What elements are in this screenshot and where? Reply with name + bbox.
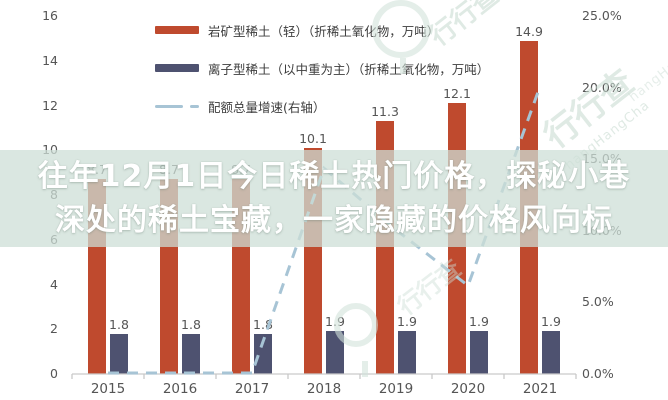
legend-swatch-rock-type <box>155 26 199 34</box>
legend-label-growth-rate: 配额总量增速(右轴） <box>208 99 326 115</box>
bar-value-rock-2021: 14.9 <box>515 23 543 39</box>
x-axis-label-2021: 2021 <box>522 381 558 397</box>
right-axis-tick-label: 5.0% <box>582 294 614 310</box>
legend-item-rock-type: 岩矿型稀土（轻）（折稀土氧化物，万吨） <box>155 22 489 39</box>
bar-value-ionic-2019: 1.9 <box>397 314 417 330</box>
bar-value-ionic-2017: 1.8 <box>253 316 273 332</box>
x-axis-label-2018: 2018 <box>306 381 342 397</box>
bar-value-ionic-2020: 1.9 <box>469 314 489 330</box>
left-axis-tick-label: 12 <box>42 97 58 113</box>
legend-item-growth-rate: 配额总量增速(右轴） <box>155 98 489 115</box>
right-axis-tick-label: 20.0% <box>582 79 622 95</box>
bar-value-ionic-2016: 1.8 <box>181 316 201 332</box>
left-axis-tick-label: 0 <box>50 366 58 381</box>
x-axis-label-2016: 2016 <box>162 381 198 397</box>
x-axis-label-2015: 2015 <box>90 381 126 397</box>
legend-label-rock-type: 岩矿型稀土（轻）（折稀土氧化物，万吨） <box>208 23 440 39</box>
legend-swatch-ionic-type <box>155 64 199 72</box>
title-overlay-band: 往年12月1日今日稀土热门价格，探秘小巷 深处的稀土宝藏，一家隐藏的价格风向标 <box>0 150 668 247</box>
legend-swatch-growth-line <box>155 104 199 108</box>
left-axis-tick-label: 4 <box>50 276 58 292</box>
left-axis-tick-label: 14 <box>42 52 58 68</box>
left-axis-tick-label: 2 <box>50 321 58 337</box>
x-axis-label-2017: 2017 <box>234 381 270 397</box>
x-axis-label-2020: 2020 <box>450 381 486 397</box>
left-axis-tick-label: 16 <box>42 8 58 23</box>
bar-ionic-2021 <box>542 331 560 374</box>
x-axis-label-2019: 2019 <box>378 381 414 397</box>
overlay-title-line-2: 深处的稀土宝藏，一家隐藏的价格风向标 <box>55 202 613 238</box>
bar-value-ionic-2018: 1.9 <box>325 314 345 330</box>
legend-label-ionic-type: 离子型稀土（以中重为主）（折稀土氧化物，万吨） <box>208 61 490 77</box>
overlay-title-line-1: 往年12月1日今日稀土热门价格，探秘小巷 <box>37 158 631 194</box>
right-axis-tick-label: 25.0% <box>582 8 622 23</box>
right-axis-tick-label: 0.0% <box>582 366 614 381</box>
legend-item-ionic-type: 离子型稀土（以中重为主）（折稀土氧化物，万吨） <box>155 60 490 77</box>
bar-value-ionic-2015: 1.8 <box>109 316 129 332</box>
legend: 岩矿型稀土（轻）（折稀土氧化物，万吨） 离子型稀土（以中重为主）（折稀土氧化物，… <box>155 22 489 136</box>
bar-value-ionic-2021: 1.9 <box>541 314 561 330</box>
